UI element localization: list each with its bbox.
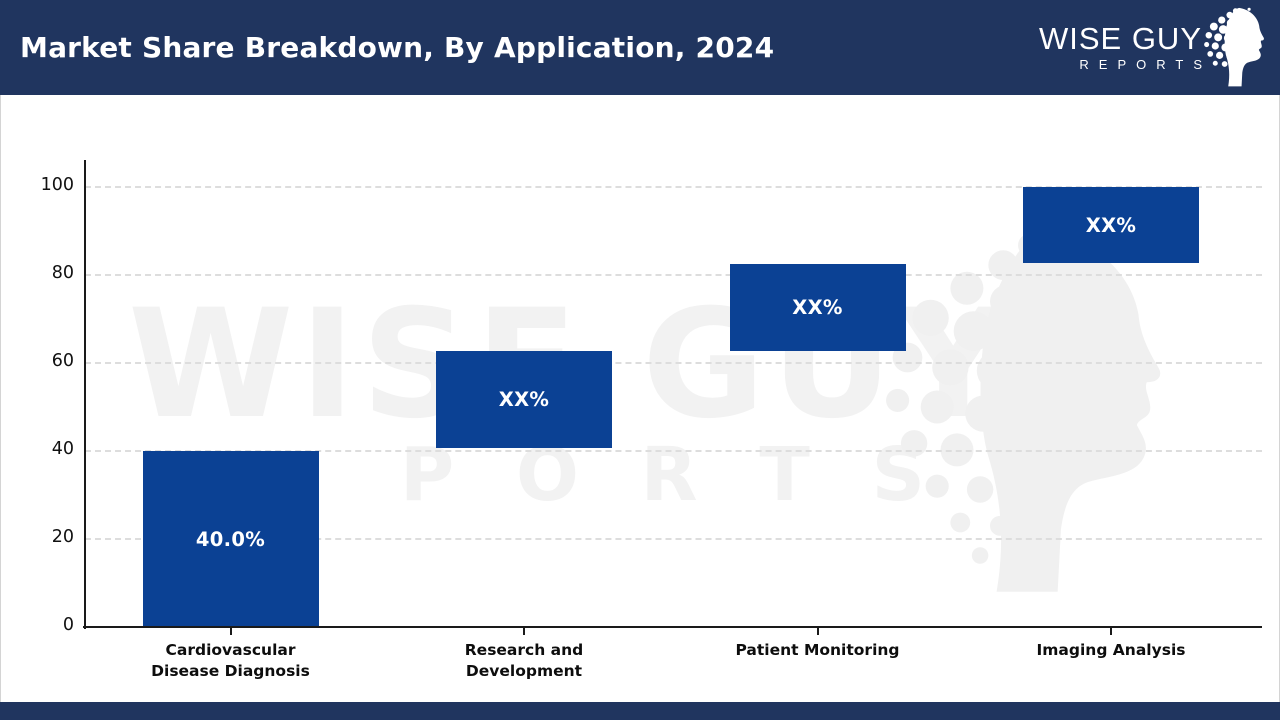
category-label-line: Research and bbox=[464, 641, 584, 659]
watermark-head-dots-icon bbox=[858, 222, 1188, 596]
bar-value-label: 40.0% bbox=[195, 527, 266, 551]
category-label: Research and Development bbox=[374, 640, 674, 682]
page-title: Market Share Breakdown, By Application, … bbox=[20, 31, 775, 64]
y-axis-tick-label: 40 bbox=[51, 439, 74, 459]
bar-segment: XX% bbox=[1023, 187, 1199, 264]
logo-wordmark: WISE GUY bbox=[1038, 20, 1202, 56]
category-label-line: Imaging Analysis bbox=[1036, 641, 1186, 659]
y-axis-tick-label: 0 bbox=[62, 615, 74, 635]
gridline bbox=[85, 362, 1262, 364]
category-label-line: Development bbox=[465, 662, 583, 680]
gridline bbox=[85, 538, 1262, 540]
gridline bbox=[85, 450, 1262, 452]
gridline bbox=[85, 186, 1262, 188]
bar-segment: 40.0% bbox=[142, 451, 319, 627]
y-axis-tick-label: 20 bbox=[51, 527, 74, 547]
logo-subtext: REPORTS bbox=[1079, 56, 1212, 72]
category-label-line: Disease Diagnosis bbox=[151, 662, 310, 680]
bar-value-label: XX% bbox=[1085, 213, 1137, 237]
category-label-line: Cardiovascular bbox=[165, 641, 296, 659]
category-label-line: Patient Monitoring bbox=[735, 641, 900, 659]
y-axis-tick-label: 60 bbox=[51, 351, 74, 371]
bar-segment: XX% bbox=[729, 264, 906, 352]
bar-value-label: XX% bbox=[792, 296, 843, 320]
x-axis-tick bbox=[1110, 628, 1112, 635]
wiseguy-head-icon bbox=[1198, 5, 1270, 91]
bar-segment: XX% bbox=[436, 351, 612, 448]
x-axis-tick bbox=[229, 628, 232, 635]
x-axis-line bbox=[83, 626, 1262, 628]
category-label: Cardiovascular Disease Diagnosis bbox=[81, 640, 381, 682]
gridline bbox=[85, 274, 1262, 276]
wiseguy-logo: WISE GUY REPORTS bbox=[1039, 5, 1280, 91]
category-label: Imaging Analysis bbox=[961, 640, 1261, 661]
y-axis-tick-label: 100 bbox=[40, 175, 74, 195]
y-axis-tick-label: 80 bbox=[51, 263, 74, 283]
x-axis-tick bbox=[523, 628, 525, 635]
footer-bar bbox=[0, 702, 1280, 720]
y-axis-line bbox=[84, 160, 86, 629]
header-bar: Market Share Breakdown, By Application, … bbox=[0, 0, 1280, 95]
bar-value-label: XX% bbox=[498, 388, 550, 411]
x-axis-tick bbox=[816, 628, 819, 635]
category-label: Patient Monitoring bbox=[668, 640, 968, 661]
